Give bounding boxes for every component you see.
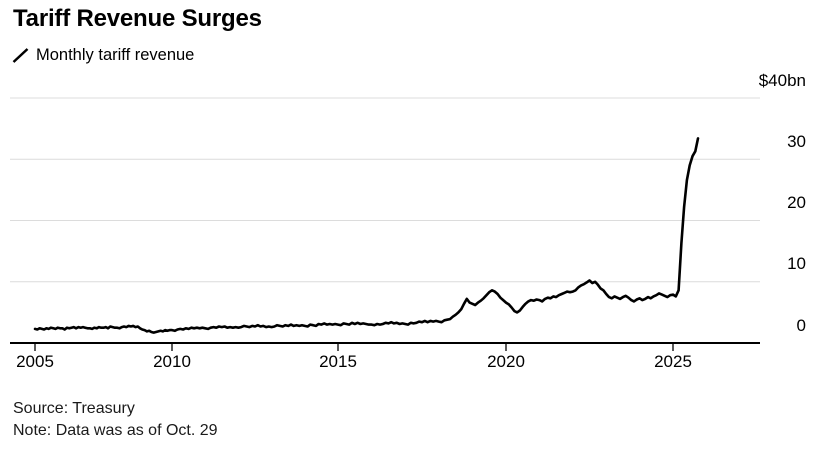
chart-line	[33, 137, 700, 334]
y-tick-label-0: 0	[796, 316, 806, 335]
y-tick-label-20: 20	[787, 193, 806, 212]
chart-footer: Source: Treasury Note: Data was as of Oc…	[13, 398, 218, 442]
legend-line-icon	[12, 48, 29, 63]
y-tick-label-10: 10	[787, 254, 806, 273]
legend: Monthly tariff revenue	[12, 46, 194, 65]
x-tick-label-2005: 2005	[16, 352, 54, 371]
y-axis-unit-label: $40bn	[758, 71, 806, 90]
x-tick-label-2020: 2020	[487, 352, 525, 371]
page-title: Tariff Revenue Surges	[13, 5, 262, 32]
x-tick-label-2015: 2015	[319, 352, 357, 371]
y-tick-label-30: 30	[787, 132, 806, 151]
x-tick-label-2010: 2010	[153, 352, 191, 371]
legend-label: Monthly tariff revenue	[36, 46, 195, 64]
x-tick-label-2025: 2025	[654, 352, 692, 371]
source-text: Source: Treasury	[13, 400, 135, 417]
note-text: Note: Data was as of Oct. 29	[13, 422, 218, 439]
